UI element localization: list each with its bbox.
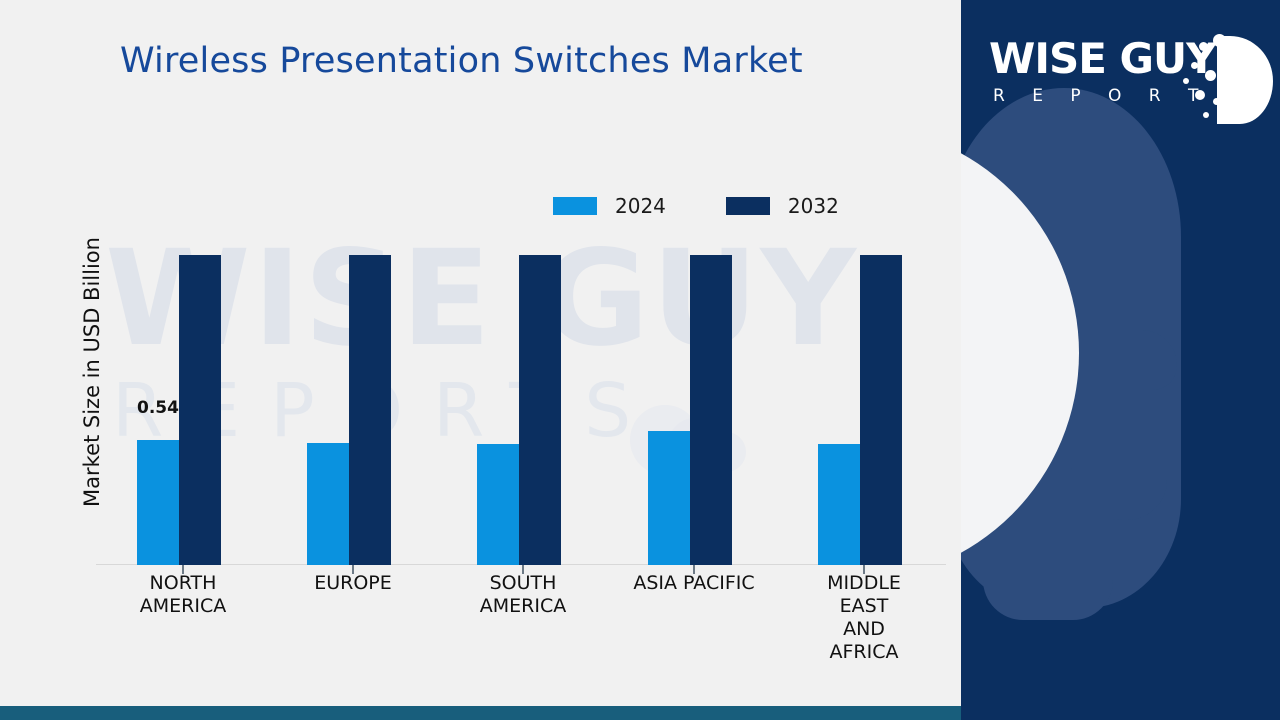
bottom-accent-bar <box>0 706 961 720</box>
bar-group-middle-east-and-africa <box>816 200 912 574</box>
logo-dot-icon <box>1205 70 1216 81</box>
chart-legend: 2024 2032 <box>553 194 839 218</box>
bar-group-south-america <box>475 200 571 574</box>
bar-group-north-america <box>135 200 231 574</box>
category-label-south-america: SOUTH AMERICA <box>479 572 567 617</box>
logo-dot-icon <box>1183 78 1189 84</box>
logo-dot-icon <box>1213 34 1226 47</box>
legend-label-2024: 2024 <box>615 194 666 218</box>
x-tick <box>522 565 524 574</box>
bar-group-asia-pacific <box>646 200 742 574</box>
plot-area: 0.54 NORTH AMERICA EUROPE SOUTH AMERICA … <box>96 200 946 663</box>
bar-2032-south-america[interactable] <box>519 255 561 565</box>
x-tick <box>352 565 354 574</box>
logo-wordmark: WISE GUY <box>989 34 1217 83</box>
bar-2032-asia-pacific[interactable] <box>690 255 732 565</box>
bar-group-europe <box>305 200 401 574</box>
bar-2032-north-america[interactable] <box>179 255 221 565</box>
logo-dot-icon <box>1203 112 1209 118</box>
category-label-north-america: NORTH AMERICA <box>139 572 227 617</box>
logo-dot-icon <box>1191 62 1198 69</box>
head-nose-graphic <box>1111 330 1177 390</box>
x-tick <box>693 565 695 574</box>
legend-item-2024[interactable]: 2024 <box>553 194 726 218</box>
bar-2024-middle-east-and-africa[interactable] <box>818 444 860 565</box>
bar-2024-asia-pacific[interactable] <box>648 431 690 565</box>
bar-2032-europe[interactable] <box>349 255 391 565</box>
logo-dot-icon <box>1199 42 1208 51</box>
category-label-asia-pacific: ASIA PACIFIC <box>633 572 755 594</box>
brand-panel: WISE GUY R E P O R T S <box>961 0 1280 720</box>
category-label-middle-east-and-africa: MIDDLE EAST AND AFRICA <box>827 572 901 663</box>
legend-item-2032[interactable]: 2032 <box>725 194 839 218</box>
logo-dot-icon <box>1223 82 1235 94</box>
x-tick <box>863 565 865 574</box>
wiseguy-reports-logo[interactable]: WISE GUY R E P O R T S <box>983 34 1273 130</box>
logo-dot-icon <box>1195 90 1205 100</box>
bar-2032-middle-east-and-africa[interactable] <box>860 255 902 565</box>
logo-tagline: R E P O R T S <box>993 86 1248 106</box>
category-label-europe: EUROPE <box>314 572 392 594</box>
bar-2024-north-america[interactable] <box>137 440 179 565</box>
logo-head-shape <box>1217 36 1273 124</box>
chart-title: Wireless Presentation Switches Market <box>120 41 803 81</box>
legend-swatch-2032 <box>725 197 770 215</box>
bar-2024-south-america[interactable] <box>477 444 519 565</box>
logo-dot-icon <box>1219 56 1227 64</box>
legend-swatch-2024 <box>553 197 597 215</box>
legend-label-2032: 2032 <box>787 194 839 218</box>
data-label-north-america-2024: 0.54 <box>137 398 179 418</box>
logo-head-icon <box>1183 32 1273 128</box>
bar-2024-europe[interactable] <box>307 443 349 565</box>
x-tick <box>182 565 184 574</box>
logo-dot-icon <box>1213 98 1220 105</box>
